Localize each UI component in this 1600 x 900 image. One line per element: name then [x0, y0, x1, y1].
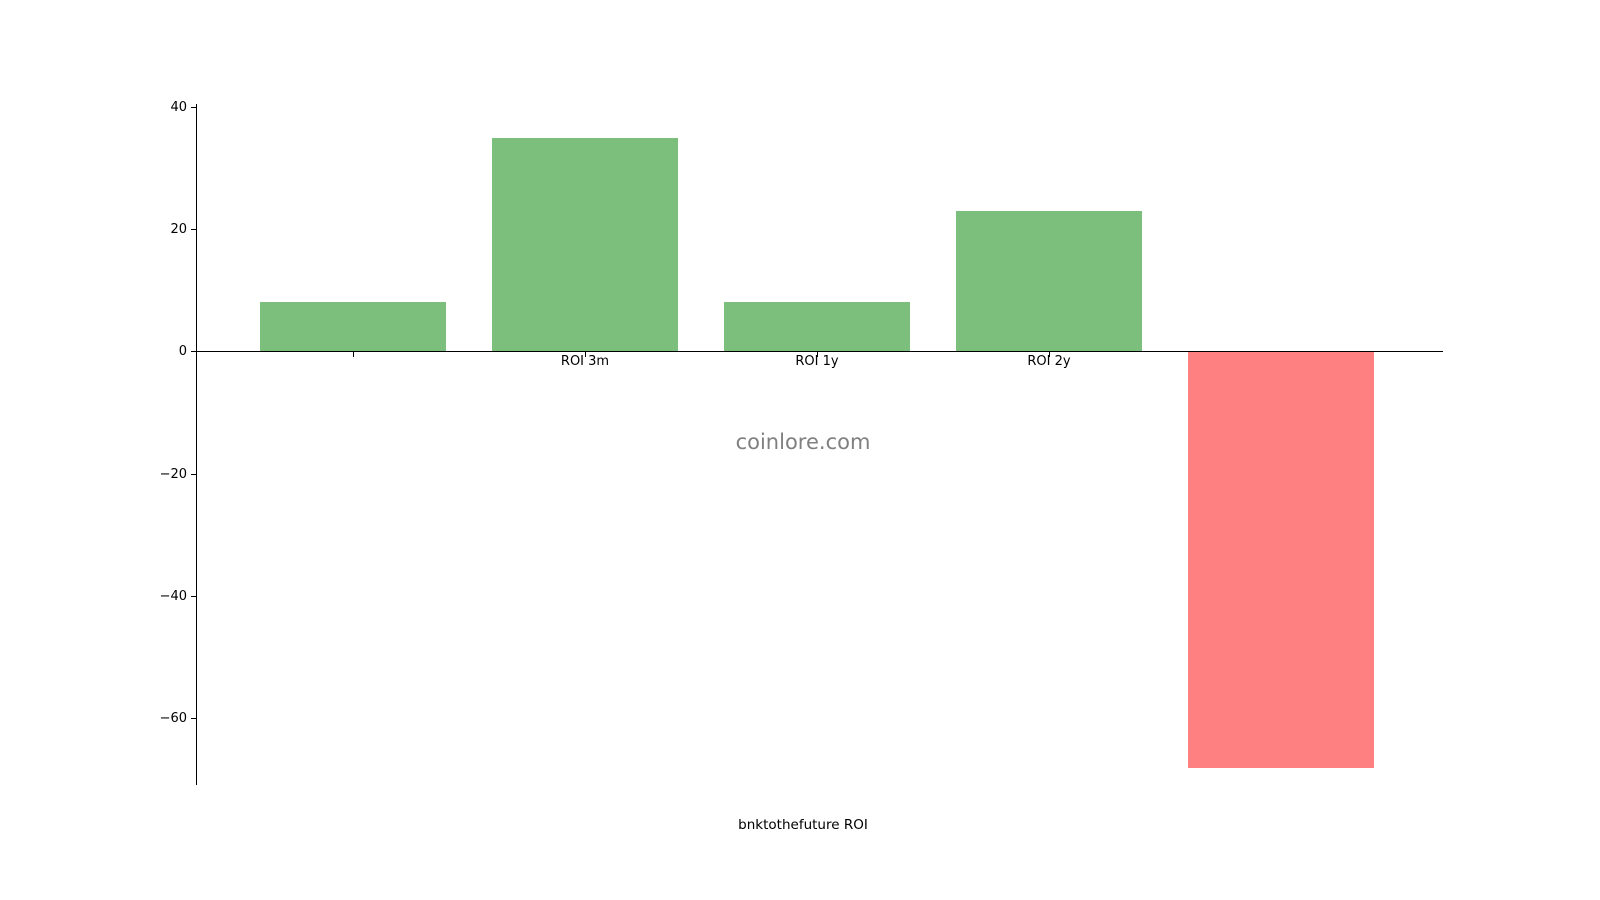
y-tick-label: 40	[170, 100, 187, 115]
y-tick	[191, 474, 196, 475]
y-tick-label: −60	[159, 711, 187, 726]
y-tick-label: −40	[159, 589, 187, 604]
y-tick-label: −20	[159, 467, 187, 482]
x-tick	[817, 352, 818, 357]
bar	[260, 302, 446, 351]
x-tick	[353, 352, 354, 357]
x-tick	[585, 352, 586, 357]
y-tick-label: 20	[170, 222, 187, 237]
y-tick	[191, 718, 196, 719]
bar	[724, 302, 910, 351]
x-tick-label: ROI 3m	[560, 354, 610, 369]
y-tick	[191, 351, 196, 352]
x-axis-line	[196, 351, 1443, 352]
y-tick-label: 0	[178, 344, 187, 359]
bar	[492, 138, 678, 351]
bar	[1188, 352, 1374, 768]
bar	[956, 211, 1142, 351]
y-tick	[191, 596, 196, 597]
x-tick	[1049, 352, 1050, 357]
y-tick	[191, 107, 196, 108]
x-axis-title: bnktothefuture ROI	[738, 817, 868, 833]
x-tick-label: ROI 1y	[795, 354, 839, 369]
watermark: coinlore.com	[735, 430, 871, 454]
x-tick-label: ROI 2y	[1027, 354, 1071, 369]
y-axis-spine	[196, 104, 197, 785]
y-tick	[191, 229, 196, 230]
